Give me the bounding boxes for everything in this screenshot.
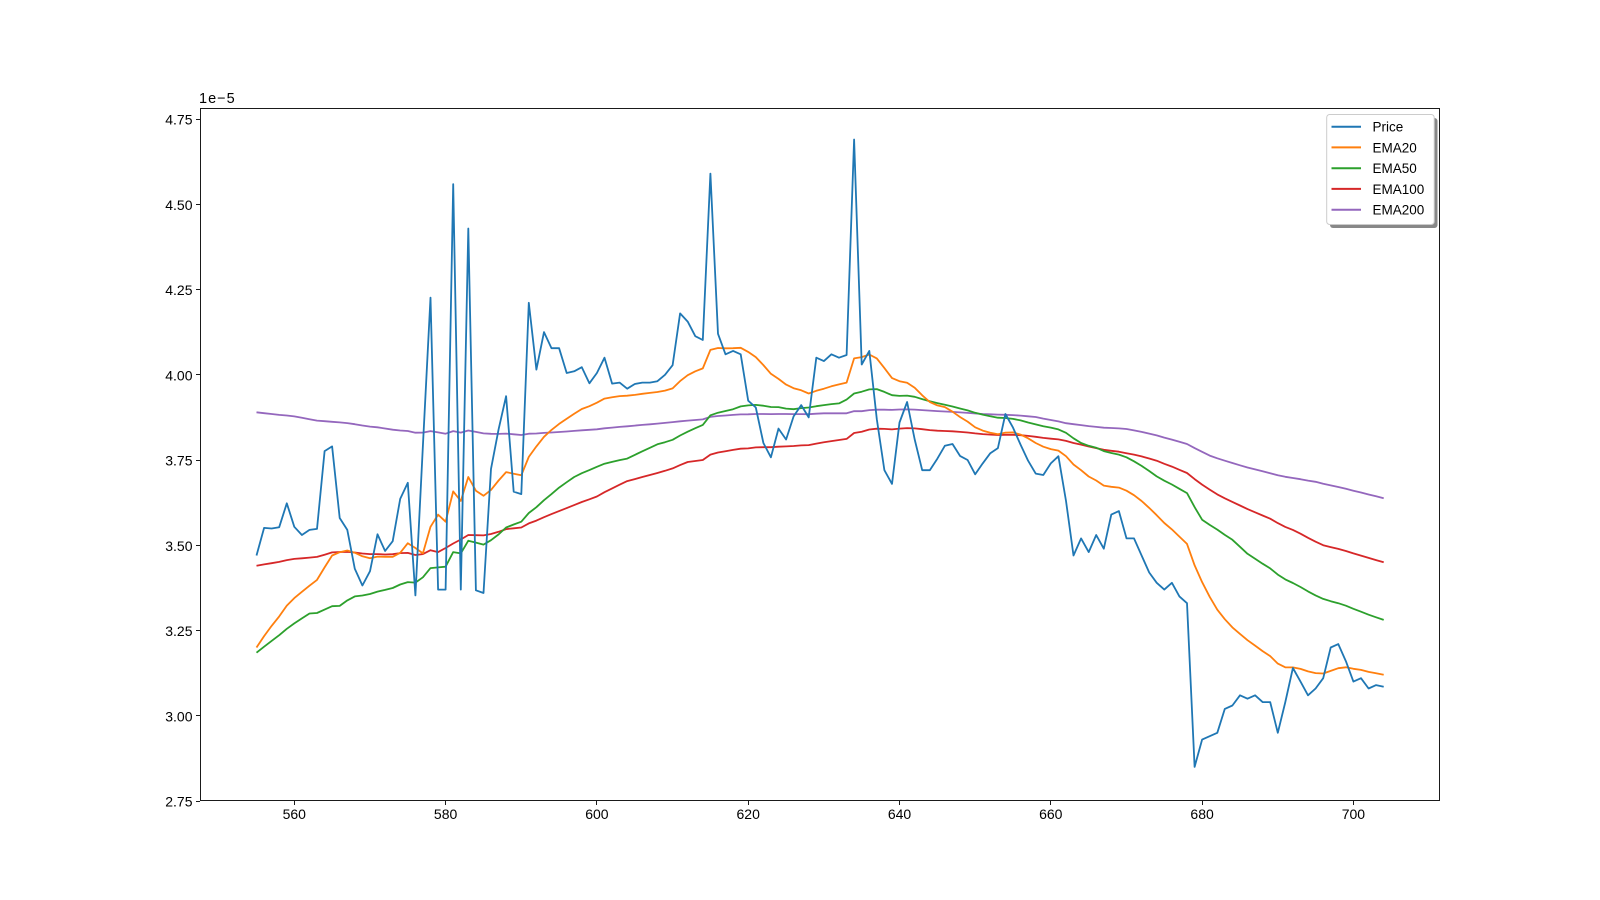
svg-text:EMA100: EMA100 [1373, 182, 1425, 197]
svg-text:680: 680 [1190, 806, 1214, 822]
svg-text:700: 700 [1342, 806, 1366, 822]
svg-text:Price: Price [1373, 120, 1404, 135]
svg-text:600: 600 [585, 806, 609, 822]
svg-text:4.75: 4.75 [165, 112, 192, 128]
svg-text:3.25: 3.25 [165, 623, 192, 639]
svg-text:620: 620 [737, 806, 761, 822]
svg-text:4.25: 4.25 [165, 282, 192, 298]
svg-text:580: 580 [434, 806, 458, 822]
svg-text:640: 640 [888, 806, 912, 822]
svg-text:EMA50: EMA50 [1373, 161, 1417, 176]
svg-text:3.75: 3.75 [165, 453, 192, 469]
svg-text:EMA200: EMA200 [1373, 203, 1425, 218]
svg-text:2.75: 2.75 [165, 794, 192, 810]
svg-text:3.50: 3.50 [165, 538, 192, 554]
svg-text:1e−5: 1e−5 [199, 91, 236, 107]
svg-text:660: 660 [1039, 806, 1063, 822]
svg-text:560: 560 [283, 806, 307, 822]
svg-text:4.00: 4.00 [165, 367, 192, 383]
svg-text:EMA20: EMA20 [1373, 140, 1417, 155]
svg-text:3.00: 3.00 [165, 708, 192, 724]
svg-text:4.50: 4.50 [165, 197, 192, 213]
